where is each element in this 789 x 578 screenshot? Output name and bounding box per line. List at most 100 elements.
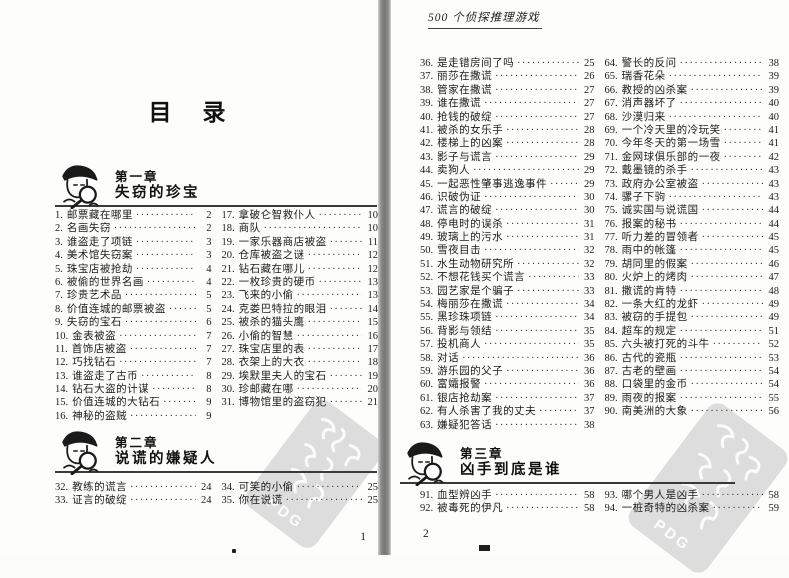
toc-entry-number: 1.: [55, 210, 63, 221]
toc-entry[interactable]: 48. 停电时的误杀 31: [420, 216, 595, 229]
toc-entry[interactable]: 37. 丽莎在撒谎 26: [420, 68, 595, 81]
toc-entry[interactable]: 61. 银店抢劫案 37: [420, 390, 595, 403]
toc-entry[interactable]: 74. 骡子下驹 43: [605, 189, 780, 202]
toc-entry-title: 六头被打死的斗牛: [621, 339, 710, 350]
toc-entry[interactable]: 73. 政府办公室被盗 43: [605, 176, 780, 189]
toc-entry[interactable]: 1. 邮票藏在哪里 2: [55, 207, 212, 220]
toc-entry[interactable]: 76. 报案的秘书 44: [605, 216, 780, 229]
toc-entry[interactable]: 57. 投机商人 35: [420, 336, 595, 349]
toc-entry[interactable]: 77. 听力差的冒领者 45: [605, 229, 780, 242]
toc-entry[interactable]: 30. 珍邮藏在哪 20: [222, 381, 379, 394]
toc-entry[interactable]: 6. 被偷的世界名画 4: [55, 274, 212, 287]
toc-entry[interactable]: 41. 被杀的女乐手 28: [420, 122, 595, 135]
toc-entry[interactable]: 78. 雨中的帐篷 45: [605, 242, 780, 255]
toc-entry[interactable]: 26. 小偷的智慧 16: [222, 328, 379, 341]
toc-entry[interactable]: 10. 金表被盗 7: [55, 328, 212, 341]
toc-entry[interactable]: 17. 拿破仑智救仆人 10: [222, 207, 379, 220]
toc-entry[interactable]: 64. 警长的反问 38: [605, 55, 780, 68]
toc-entry[interactable]: 9. 失窃的宝石 6: [55, 314, 212, 327]
toc-entry[interactable]: 45. 一起恶性肇事逃逸事件 29: [420, 176, 595, 189]
toc-entry[interactable]: 81. 撒谎的肯特 48: [605, 283, 780, 296]
toc-entry[interactable]: 22. 一枚珍贵的硬币 13: [222, 274, 379, 287]
toc-entry[interactable]: 11. 首饰店被盗 7: [55, 341, 212, 354]
toc-entry[interactable]: 46. 识破伪证 30: [420, 189, 595, 202]
toc-entry[interactable]: 20. 仓库被盗之谜 12: [222, 247, 379, 260]
toc-entry[interactable]: 44. 卖狗人 29: [420, 162, 595, 175]
toc-entry[interactable]: 34. 可笑的小偷 25: [222, 479, 379, 492]
toc-entry[interactable]: 84. 超车的规定 51: [605, 323, 780, 336]
toc-entry[interactable]: 38. 管家在撒谎 27: [420, 82, 595, 95]
toc-entry[interactable]: 90. 南美洲的大象 56: [605, 403, 780, 416]
toc-entry[interactable]: 29. 埃默里夫人的宝石 19: [222, 368, 379, 381]
toc-entry[interactable]: 25. 被杀的猫头鹰 15: [222, 314, 379, 327]
toc-entry[interactable]: 54. 梅丽莎在撒谎 34: [420, 296, 595, 309]
toc-entry-number: 26.: [221, 330, 235, 341]
toc-entry[interactable]: 82. 一条大红的龙虾 49: [605, 296, 780, 309]
toc-entry[interactable]: 4. 美术馆失窃案 3: [55, 247, 212, 260]
toc-entry[interactable]: 68. 沙漠归来 40: [605, 109, 780, 122]
toc-entry[interactable]: 3. 谁盗走了项链 3: [55, 234, 212, 247]
toc-entry[interactable]: 66. 教授的凶杀案 39: [605, 82, 780, 95]
toc-entry[interactable]: 83. 被窃的手提包 49: [605, 309, 780, 322]
toc-entry[interactable]: 92. 被毒死的伊凡 58: [420, 500, 595, 513]
toc-entry[interactable]: 70. 今年冬天的第一场雪 41: [605, 135, 780, 148]
toc-entry[interactable]: 5. 珠宝店被抢劫 4: [55, 261, 212, 274]
toc-entry[interactable]: 14. 钻石大盗的计谋 8: [55, 381, 212, 394]
toc-entry[interactable]: 50. 雪夜目击 32: [420, 242, 595, 255]
toc-entry[interactable]: 28. 衣架上的大衣 18: [222, 354, 379, 367]
toc-entry[interactable]: 21. 钻石藏在哪儿 12: [222, 261, 379, 274]
toc-entry[interactable]: 27. 珠宝店里的表 17: [222, 341, 379, 354]
toc-entry[interactable]: 52. 不想花钱买个谎言 33: [420, 269, 595, 282]
toc-entry[interactable]: 71. 金网球俱乐部的一夜 42: [605, 149, 780, 162]
toc-entry[interactable]: 43. 影子与谎言 29: [420, 149, 595, 162]
toc-entry[interactable]: 42. 楼梯上的凶案 28: [420, 135, 595, 148]
toc-entry[interactable]: 15. 价值连城的大钻石 9: [55, 394, 212, 407]
toc-entry[interactable]: 16. 神秘的盗贼 9: [55, 408, 212, 421]
toc-entry[interactable]: 19. 一家乐器商店被盗 11: [222, 234, 379, 247]
toc-entry[interactable]: 7. 珍贵艺术品 5: [55, 287, 212, 300]
toc-entry[interactable]: 58. 对话 36: [420, 350, 595, 363]
toc-entry[interactable]: 51. 水生动物研究所 32: [420, 256, 595, 269]
toc-entry[interactable]: 94. 一桩奇特的凶杀案 59: [605, 500, 780, 513]
toc-entry[interactable]: 33. 证言的破绽 24: [55, 492, 212, 505]
toc-entry[interactable]: 13. 谁盗走了古币 8: [55, 368, 212, 381]
toc-entry[interactable]: 47. 谎言的破绽 30: [420, 202, 595, 215]
toc-entry[interactable]: 85. 六头被打死的斗牛 52: [605, 336, 780, 349]
toc-entry[interactable]: 53. 园艺家是个骗子 33: [420, 283, 595, 296]
toc-entry[interactable]: 24. 克娄巴特拉的眼泪 14: [222, 301, 379, 314]
toc-entry[interactable]: 49. 玻璃上的污水 31: [420, 229, 595, 242]
toc-entry[interactable]: 79. 胡同里的假案 46: [605, 256, 780, 269]
toc-entry[interactable]: 80. 火炉上的烤肉 47: [605, 269, 780, 282]
toc-entry[interactable]: 40. 抢钱的破绽 27: [420, 109, 595, 122]
toc-entry[interactable]: 88. 口袋里的金币 54: [605, 376, 780, 389]
toc-entry[interactable]: 8. 价值连城的邮票被盗 5: [55, 301, 212, 314]
toc-entry[interactable]: 91. 血型辨凶手 58: [420, 487, 595, 500]
toc-entry[interactable]: 32. 教练的谎言 24: [55, 479, 212, 492]
toc-entry[interactable]: 87. 古老的壁画 54: [605, 363, 780, 376]
toc-entry[interactable]: 72. 戴墨镜的杀手 43: [605, 162, 780, 175]
toc-entry[interactable]: 39. 谁在撒谎 27: [420, 95, 595, 108]
toc-entry[interactable]: 23. 飞来的小偷 13: [222, 287, 379, 300]
toc-entry-number: 69.: [604, 124, 618, 136]
toc-entry-title: 你在说谎: [238, 495, 283, 506]
toc-entry[interactable]: 12. 巧找钻石 7: [55, 354, 212, 367]
toc-entry[interactable]: 2. 名画失窃 2: [55, 220, 212, 233]
toc-entry[interactable]: 65. 瑞香花朵 39: [605, 68, 780, 81]
toc-entry[interactable]: 55. 黑珍珠项链 34: [420, 309, 595, 322]
toc-entry[interactable]: 18. 商队 10: [222, 220, 379, 233]
toc-entry[interactable]: 36. 是走错房间了吗 25: [420, 55, 595, 68]
toc-entry-page: 18: [367, 357, 379, 368]
toc-entry[interactable]: 69. 一个冷天里的冷玩笑 41: [605, 122, 780, 135]
toc-entry[interactable]: 89. 雨夜的报案 55: [605, 390, 780, 403]
toc-entry[interactable]: 59. 游乐园的父子 36: [420, 363, 595, 376]
toc-entry[interactable]: 60. 富孀报警 36: [420, 376, 595, 389]
toc-entry[interactable]: 75. 诚实国与说谎国 44: [605, 202, 780, 215]
toc-entry[interactable]: 31. 博物馆里的盗窃犯 21: [222, 394, 379, 407]
toc-entry[interactable]: 56. 背影与领结 35: [420, 323, 595, 336]
toc-entry[interactable]: 35. 你在说谎 25: [222, 492, 379, 505]
toc-entry[interactable]: 63. 嫌疑犯答话 38: [420, 417, 595, 430]
toc-entry[interactable]: 93. 哪个男人是凶手 58: [605, 487, 780, 500]
toc-entry[interactable]: 62. 有人杀害了我的丈夫 37: [420, 403, 595, 416]
toc-entry[interactable]: 67. 消声器坏了 40: [605, 95, 780, 108]
toc-entry[interactable]: 86. 古代的瓷瓶 53: [605, 350, 780, 363]
